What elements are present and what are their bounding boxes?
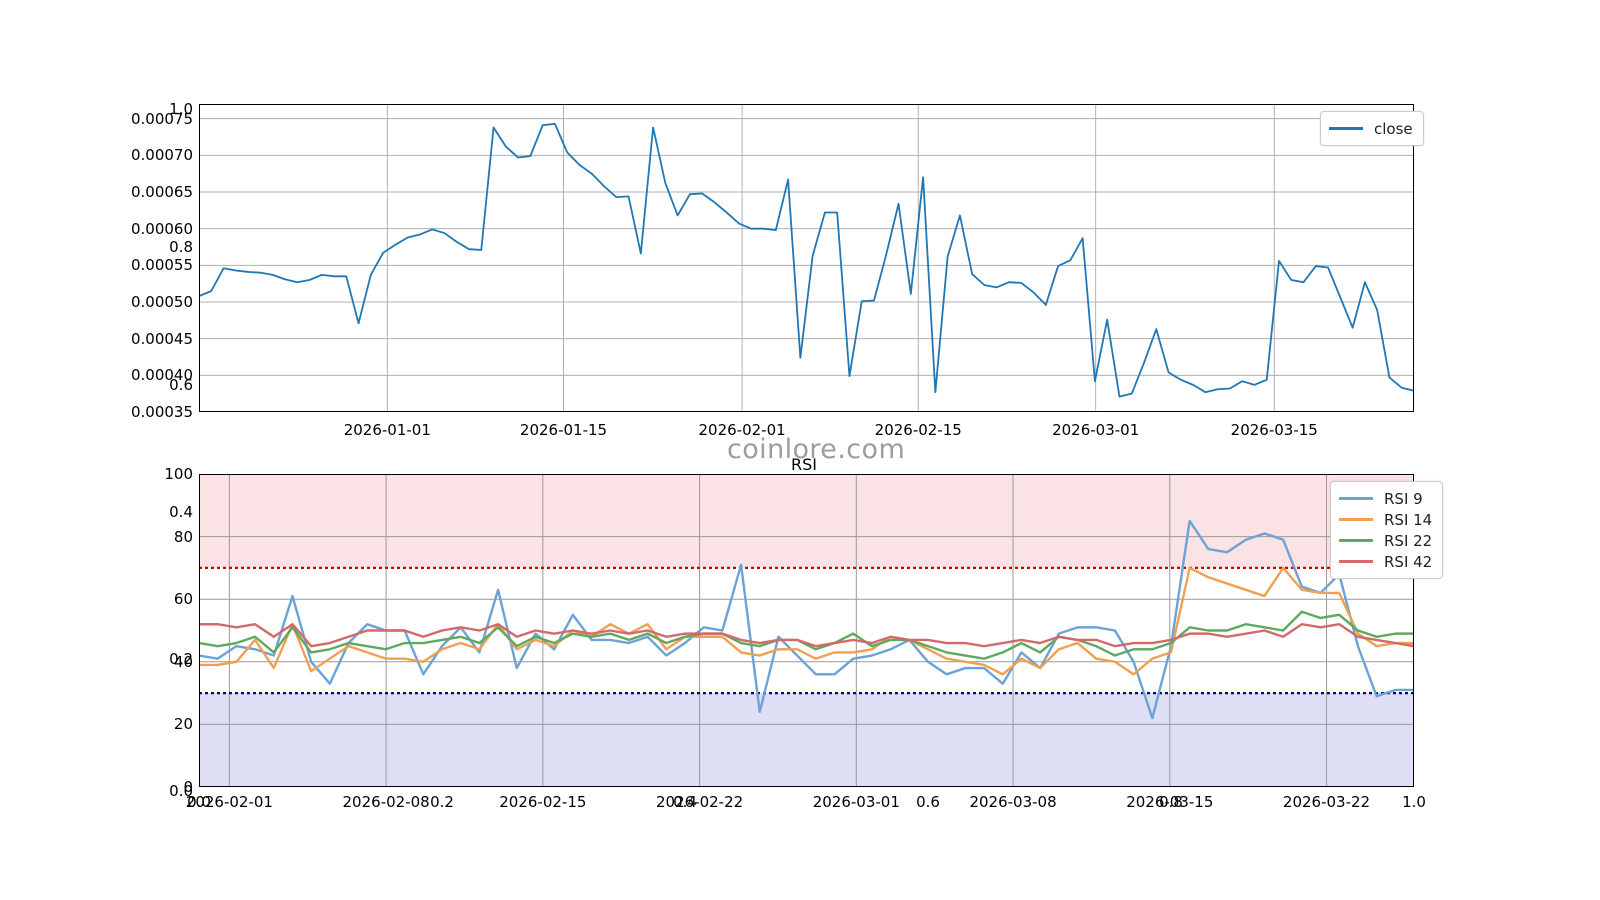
price-y-tick-label: 0.00055	[130, 256, 193, 275]
rsi-legend-label: RSI 9	[1384, 489, 1423, 508]
rsi-legend-swatch-icon	[1339, 497, 1373, 500]
rsi-x-overlay-tick-label: 0.2	[430, 793, 454, 811]
rsi-x-tick-label: 2026-03-15	[1126, 793, 1214, 811]
price-line-close	[199, 122, 1414, 398]
price-legend-label: close	[1374, 119, 1413, 138]
rsi-line-rsi-42	[199, 623, 1414, 648]
rsi-y-overlay-tick-label: 0.2	[169, 650, 193, 668]
rsi-legend-item[interactable]: RSI 9	[1339, 488, 1432, 509]
price-y-tick-label: 0.00065	[130, 183, 193, 201]
price-y-tick-label: 0.00060	[130, 219, 193, 238]
rsi-chart-panel	[199, 474, 1414, 787]
price-y-tick-label: 0.00035	[130, 403, 193, 421]
rsi-legend-swatch-icon	[1339, 539, 1373, 542]
price-chart-plot	[199, 104, 1414, 412]
price-y-tick-label: 0.00075	[130, 109, 193, 128]
price-legend-swatch-icon	[1329, 127, 1363, 130]
rsi-y-tick-label: 60	[173, 590, 193, 609]
rsi-x-overlay-tick-label: 0.4	[673, 793, 697, 811]
rsi-legend-item[interactable]: RSI 22	[1339, 530, 1432, 551]
price-x-tick-label: 2026-03-01	[1052, 421, 1140, 439]
rsi-x-overlay-tick-label: 0.6	[916, 793, 940, 811]
rsi-x-tick-label: 2026-03-08	[969, 793, 1057, 811]
rsi-band	[199, 693, 1414, 787]
price-y-tick-label: 0.00070	[130, 146, 193, 165]
rsi-panel-title: RSI	[791, 455, 817, 474]
price-y-tick-label: 0.00045	[130, 329, 193, 348]
rsi-x-overlay-tick-label: 0.8	[1159, 793, 1183, 811]
price-y-tick-label: 0.00040	[130, 366, 193, 385]
rsi-y-tick-label: 100	[164, 465, 193, 483]
rsi-legend-item[interactable]: RSI 14	[1339, 509, 1432, 530]
rsi-legend-item[interactable]: RSI 42	[1339, 551, 1432, 572]
rsi-legend-swatch-icon	[1339, 518, 1373, 521]
price-legend-item[interactable]: close	[1329, 118, 1413, 139]
rsi-x-overlay-tick-label: 1.0	[1402, 793, 1426, 811]
rsi-x-tick-label: 2026-02-08	[342, 793, 430, 811]
price-x-tick-label: 2026-03-15	[1230, 421, 1318, 439]
price-x-tick-label: 2026-01-01	[343, 421, 431, 439]
price-y-overlay-tick-label: 0.8	[169, 238, 193, 256]
price-chart-panel	[199, 104, 1414, 412]
price-x-tick-label: 2026-02-01	[698, 421, 786, 439]
rsi-line-rsi-22	[199, 610, 1414, 660]
rsi-y-tick-label: 40	[173, 652, 193, 671]
price-y-overlay-tick-label: 1.0	[169, 100, 193, 118]
rsi-chart-legend[interactable]: RSI 9 RSI 14 RSI 22 RSI 42	[1330, 481, 1444, 579]
rsi-x-tick-label: 2026-02-01	[185, 793, 273, 811]
price-chart-legend[interactable]: close	[1320, 111, 1424, 146]
rsi-x-tick-label: 2026-03-01	[812, 793, 900, 811]
price-x-tick-label: 2026-01-15	[519, 421, 608, 439]
rsi-y-tick-label: 80	[173, 527, 193, 546]
rsi-y-overlay-tick-label: 0.0	[169, 782, 193, 800]
rsi-y-tick-label: 20	[173, 715, 193, 734]
watermark: coinlore.com	[727, 434, 906, 465]
rsi-legend-swatch-icon	[1339, 560, 1373, 563]
rsi-legend-label: RSI 22	[1384, 531, 1433, 550]
price-y-overlay-tick-label: 0.6	[169, 376, 193, 394]
price-y-tick-label: 0.00050	[130, 293, 193, 311]
rsi-line-rsi-14	[199, 566, 1414, 676]
rsi-x-tick-label: 2026-02-15	[499, 793, 587, 811]
rsi-x-tick-label: 2026-03-22	[1282, 793, 1371, 811]
rsi-x-overlay-tick-label: 0.0	[187, 793, 211, 811]
rsi-x-tick-label: 2026-02-22	[655, 793, 744, 811]
rsi-legend-label: RSI 42	[1384, 552, 1433, 571]
rsi-legend-label: RSI 14	[1384, 510, 1433, 529]
rsi-band	[199, 474, 1414, 568]
rsi-y-overlay-tick-label: 0.4	[169, 503, 193, 521]
rsi-y-tick-label: 0	[183, 778, 193, 796]
rsi-chart-plot	[199, 474, 1414, 787]
price-x-tick-label: 2026-02-15	[874, 421, 962, 439]
